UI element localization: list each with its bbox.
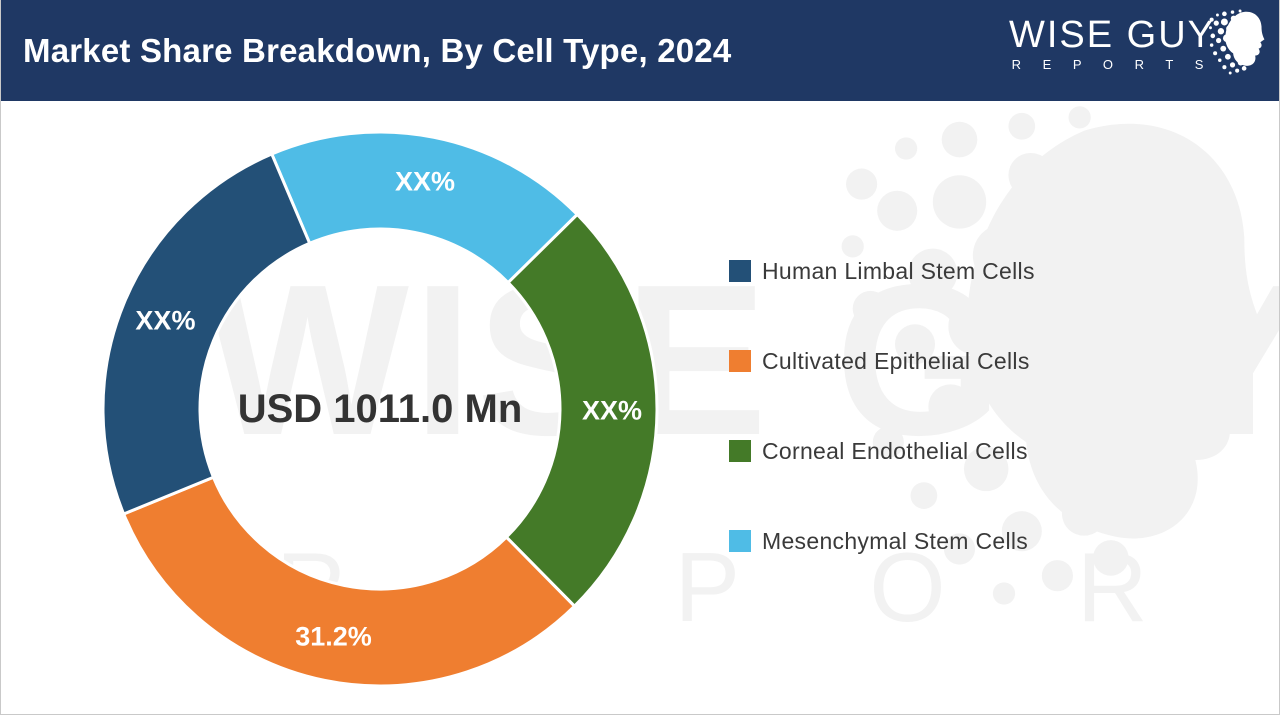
donut-segments bbox=[101, 130, 659, 688]
donut-segment bbox=[101, 152, 312, 516]
logo-primary-text: WISE GUY bbox=[1008, 14, 1215, 56]
legend-item: Corneal Endothelial Cells bbox=[729, 430, 1028, 472]
wiseguy-face-icon bbox=[1209, 9, 1265, 75]
legend-item: Cultivated Epithelial Cells bbox=[729, 340, 1030, 382]
legend-label: Cultivated Epithelial Cells bbox=[762, 347, 1030, 374]
donut-labels: XX% XX% 31.2% XX% bbox=[135, 166, 642, 651]
slice-label: XX% bbox=[582, 396, 642, 426]
slice-label: XX% bbox=[395, 166, 455, 196]
legend-swatch bbox=[729, 350, 751, 372]
donut-center-label: USD 1011.0 Mn bbox=[238, 387, 523, 431]
legend-item: Human Limbal Stem Cells bbox=[729, 250, 1035, 292]
legend-label: Mesenchymal Stem Cells bbox=[762, 527, 1029, 554]
legend-label: Corneal Endothelial Cells bbox=[762, 437, 1028, 464]
legend-swatch bbox=[729, 530, 751, 552]
legend-swatch bbox=[729, 260, 751, 282]
donut-segment bbox=[122, 475, 576, 688]
wiseguy-logo: WISE GUY R E P O R T S bbox=[1009, 9, 1265, 79]
legend-label: Human Limbal Stem Cells bbox=[762, 257, 1035, 284]
page-title: Market Share Breakdown, By Cell Type, 20… bbox=[23, 31, 732, 69]
wiseguy-logo-text: WISE GUY R E P O R T S bbox=[1009, 16, 1215, 72]
legend-swatch bbox=[729, 440, 751, 462]
legend-item: Mesenchymal Stem Cells bbox=[729, 520, 1028, 562]
donut-chart: XX% XX% 31.2% XX% USD 1011.0 Mn bbox=[101, 130, 659, 688]
logo-secondary-text: R E P O R T S bbox=[1011, 57, 1213, 72]
donut-segment bbox=[504, 213, 659, 608]
watermark-face-icon bbox=[841, 106, 1267, 605]
header: Market Share Breakdown, By Cell Type, 20… bbox=[1, 0, 1279, 101]
slice-label: XX% bbox=[135, 306, 195, 336]
slice-label: 31.2% bbox=[295, 621, 372, 651]
